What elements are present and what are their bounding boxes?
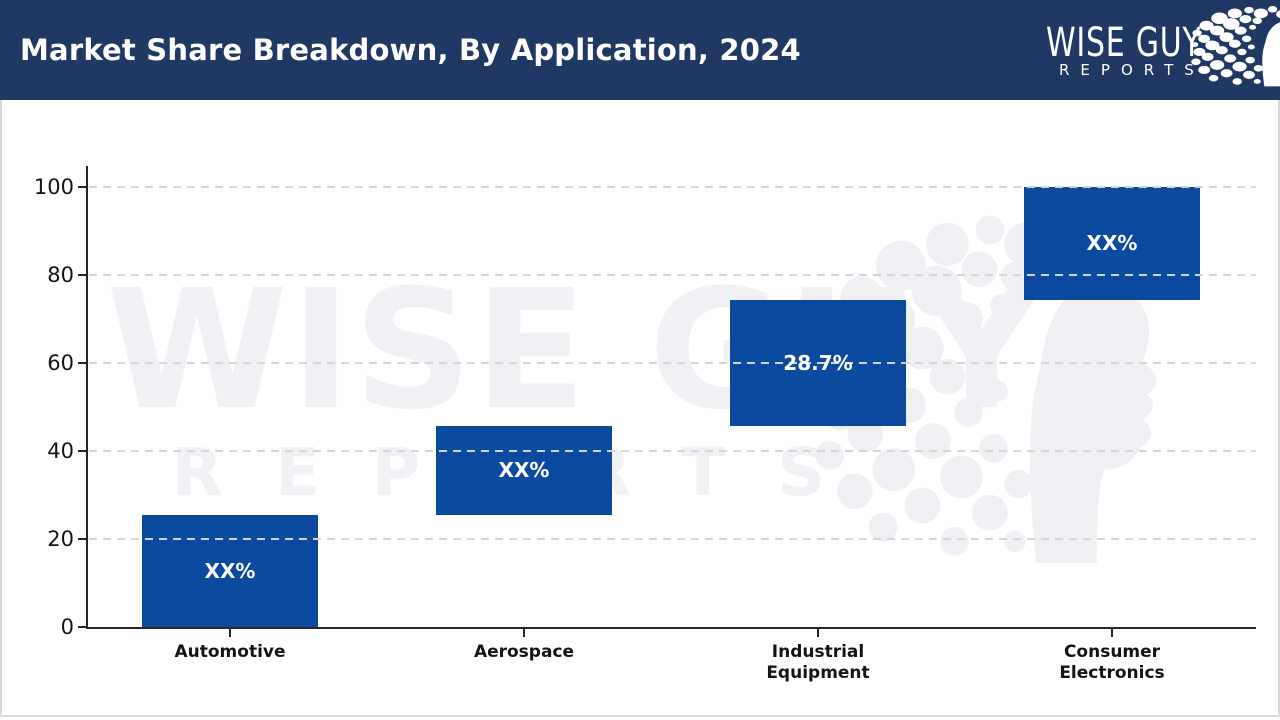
x-category-label-automotive: Automotive [174,642,286,662]
y-tick-40 [78,450,87,452]
x-tick-aerospace [523,629,525,637]
x-category-label-aerospace: Aerospace [473,642,575,662]
gridline-80 [89,274,1256,276]
brand-logo: WISE GUY REPORTS [1032,0,1280,100]
y-tick-label-60: 60 [47,351,74,375]
x-category-label-consumer-electronics: Consumer Electronics [1059,642,1165,684]
dotted-face-icon [1191,6,1280,87]
y-tick-label-40: 40 [47,439,74,463]
y-tick-60 [78,362,87,364]
bar-automotive [142,514,318,627]
y-tick-0 [78,626,87,628]
bar-consumer-electronics [1024,187,1200,300]
x-tick-consumer-electronics [1111,629,1113,637]
x-category-label-industrial-equipment: Industrial Equipment [766,642,870,684]
page-title: Market Share Breakdown, By Application, … [20,33,801,67]
brand-bottom-text: REPORTS [1059,61,1205,79]
y-tick-80 [78,274,87,276]
y-tick-label-80: 80 [47,263,74,287]
gridline-100 [89,186,1256,188]
gridline-60 [89,362,1256,364]
y-tick-label-20: 20 [47,527,74,551]
brand-top-text: WISE GUY [1046,20,1202,66]
y-tick-label-100: 100 [33,175,74,199]
gridline-40 [89,450,1256,452]
x-tick-industrial-equipment [817,629,819,637]
y-tick-label-0: 0 [60,615,74,639]
y-axis-line [86,166,88,629]
x-axis-line [86,627,1256,629]
y-tick-20 [78,538,87,540]
header: Market Share Breakdown, By Application, … [0,0,1280,100]
bar-aerospace [436,425,612,515]
y-tick-100 [78,186,87,188]
x-tick-automotive [229,629,231,637]
watermark-dotted-face-icon [815,212,1157,563]
gridline-20 [89,538,1256,540]
